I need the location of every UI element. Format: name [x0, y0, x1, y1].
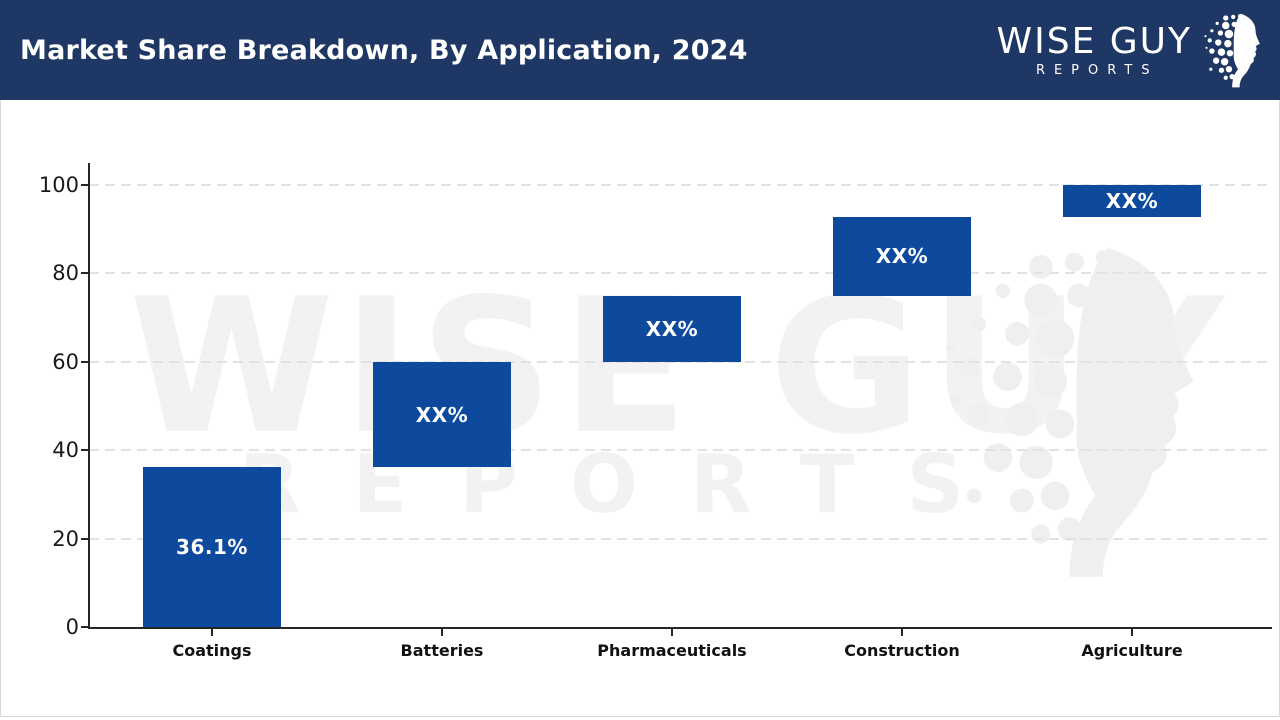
bar-value-label: XX%: [875, 244, 929, 269]
bar-value-label: XX%: [415, 402, 469, 427]
bar: 36.1%: [143, 467, 281, 627]
watermark-subtext: REPORTS: [239, 438, 1017, 531]
x-axis-line: [88, 627, 1272, 629]
x-tick-mark: [671, 629, 673, 636]
bar: XX%: [603, 295, 741, 362]
y-tick-mark: [81, 272, 88, 275]
gridline: [89, 537, 1272, 540]
y-tick-label: 0: [65, 615, 79, 639]
plot: 0 20 40 60 80 100 36.1% Coatings XX% Batteries XX%…: [1, 100, 1279, 716]
y-tick-mark: [81, 360, 88, 363]
y-tick-mark: [81, 626, 88, 628]
x-tick-mark: [1131, 629, 1133, 636]
gridline: [89, 449, 1272, 452]
gridline: [89, 272, 1272, 275]
gridline: [89, 184, 1272, 186]
y-tick-label: 20: [52, 526, 79, 551]
y-tick-label: 60: [52, 349, 79, 374]
y-tick-mark: [81, 537, 88, 540]
category-label: Pharmaceuticals: [597, 641, 747, 660]
page-title: Market Share Breakdown, By Application, …: [20, 34, 748, 66]
category-label: Coatings: [172, 641, 252, 660]
x-tick-mark: [441, 629, 443, 636]
bar: XX%: [1063, 185, 1201, 217]
logo-wordmark: WISE GUY: [996, 20, 1192, 62]
chart-area: WISE GUY REPORTS 0 20 40 60 80 100 36.1% Coatin…: [0, 100, 1280, 717]
bar: XX%: [373, 361, 511, 468]
bar-value-label: 36.1%: [176, 535, 248, 560]
category-label: Agriculture: [1081, 641, 1183, 660]
y-tick-label: 40: [52, 438, 79, 463]
y-tick-label: 100: [38, 173, 79, 197]
category-label: Construction: [844, 641, 960, 660]
y-tick-mark: [81, 184, 88, 186]
logo: WISE GUY REPORTS: [997, 11, 1263, 89]
header: Market Share Breakdown, By Application, …: [0, 0, 1280, 100]
y-axis-spine: [88, 163, 90, 629]
y-tick-mark: [81, 449, 88, 452]
bar-value-label: XX%: [1105, 188, 1159, 213]
category-label: Batteries: [400, 641, 484, 660]
x-tick-mark: [901, 629, 903, 636]
logo-head-icon: [1204, 13, 1260, 88]
logo-subtext: REPORTS: [1035, 62, 1159, 78]
gridline: [89, 360, 1272, 363]
bar-value-label: XX%: [645, 316, 699, 341]
bar: XX%: [833, 216, 971, 296]
logo-text: WISE GUY REPORTS: [996, 20, 1193, 78]
x-tick-mark: [211, 629, 213, 636]
y-tick-label: 80: [52, 261, 79, 286]
